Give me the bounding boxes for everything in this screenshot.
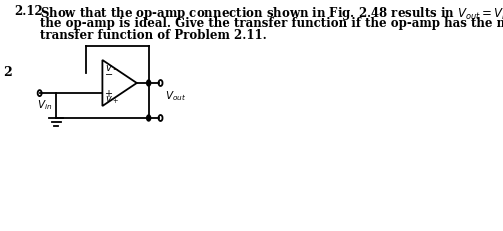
Text: Show that the op-amp connection shown in Fig. 2.48 results in $V_{out} = V_{in}$: Show that the op-amp connection shown in… bbox=[40, 5, 503, 22]
Text: transfer function of Problem 2.11.: transfer function of Problem 2.11. bbox=[40, 29, 267, 42]
Text: 2: 2 bbox=[3, 67, 12, 79]
Text: the op-amp is ideal. Give the transfer function if the op-amp has the nonideal: the op-amp is ideal. Give the transfer f… bbox=[40, 17, 503, 30]
Text: 2.12: 2.12 bbox=[15, 5, 43, 18]
Text: $V_{out}$: $V_{out}$ bbox=[164, 90, 186, 103]
Text: $-$: $-$ bbox=[104, 68, 113, 78]
Text: $v_-$: $v_-$ bbox=[105, 63, 119, 72]
Circle shape bbox=[147, 115, 150, 121]
Text: $V_{in}$: $V_{in}$ bbox=[37, 98, 52, 112]
Text: $v_+$: $v_+$ bbox=[105, 94, 119, 106]
Circle shape bbox=[147, 80, 150, 86]
Text: $+$: $+$ bbox=[104, 88, 113, 99]
